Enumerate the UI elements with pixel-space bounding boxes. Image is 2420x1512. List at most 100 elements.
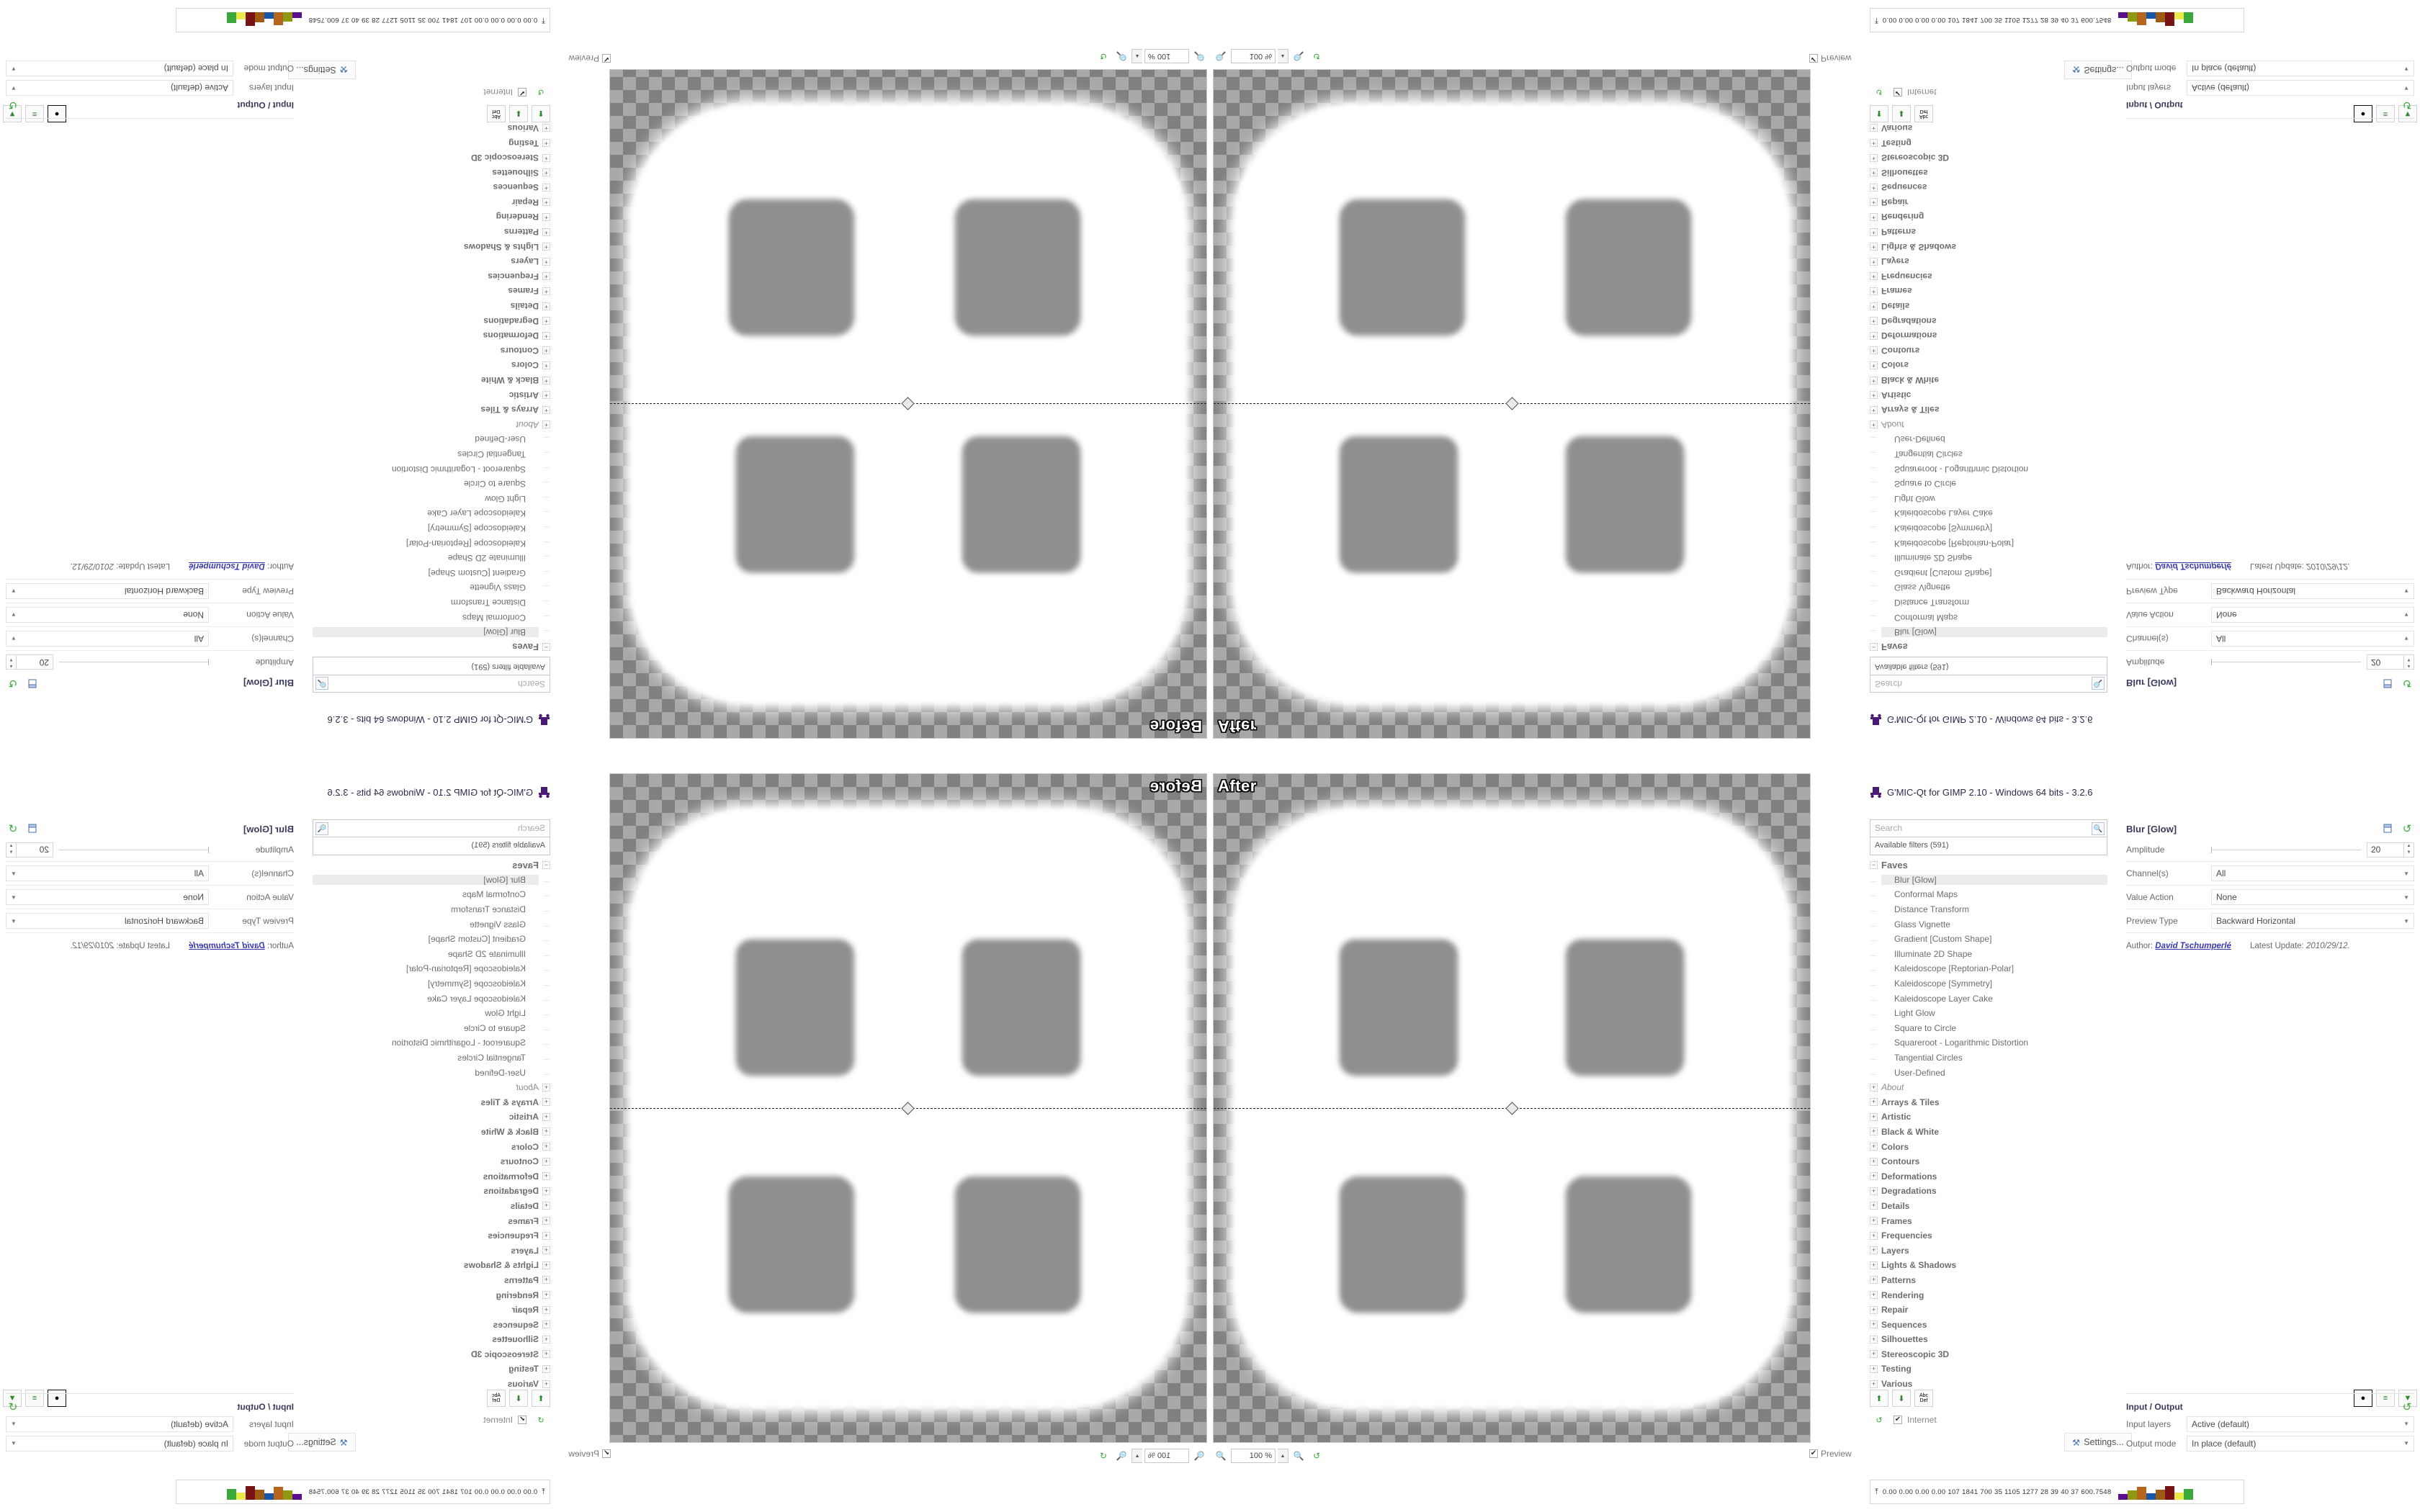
param-value-action[interactable]: Value Action None ▼ — [6, 886, 294, 909]
expand-expander-icon[interactable]: + — [1870, 331, 1878, 340]
filter-item[interactable]: … Blur [Glow] — [1870, 873, 2107, 888]
filter-category[interactable]: + Contours — [1870, 1154, 2107, 1169]
zoom-level-field[interactable]: 100 % — [1144, 1449, 1189, 1463]
filter-item[interactable]: … Kaleidoscope [Reptorian-Polar] — [313, 961, 550, 976]
search-input[interactable]: Search 🔍 — [313, 675, 550, 693]
collapse-expander-icon[interactable]: − — [1870, 643, 1878, 652]
preview-checkbox[interactable]: ✔ Preview — [568, 1449, 611, 1459]
amplitude-slider[interactable] — [59, 843, 209, 856]
filter-category[interactable]: + Repair — [1870, 195, 2107, 210]
filter-item[interactable]: … Tangential Circles — [313, 1050, 550, 1066]
output-mode-row[interactable]: Output mode In place (default) ▼ — [6, 59, 294, 78]
expand-expander-icon[interactable]: + — [542, 376, 550, 384]
filter-item[interactable]: … Square to Circle — [313, 477, 550, 492]
expand-expander-icon[interactable]: + — [542, 287, 550, 295]
filter-category[interactable]: + Rendering — [1870, 1287, 2107, 1302]
filter-category[interactable]: + Layers — [1870, 254, 2107, 269]
expand-expander-icon[interactable]: + — [542, 1231, 550, 1240]
filter-item[interactable]: … Squareroot - Logarithmic Distortion — [1870, 462, 2107, 477]
search-icon[interactable]: 🔍 — [315, 677, 328, 690]
filter-category[interactable]: + Frames — [1870, 284, 2107, 299]
filter-category[interactable]: + Colors — [1870, 1139, 2107, 1154]
expand-expander-icon[interactable]: + — [1870, 1202, 1878, 1210]
copy-parameters-icon[interactable] — [2381, 822, 2396, 836]
expand-expander-icon[interactable]: + — [1870, 1172, 1878, 1181]
filter-category[interactable]: + Lights & Shadows — [1870, 239, 2107, 254]
expand-expander-icon[interactable]: + — [1870, 124, 1878, 132]
value-action-select[interactable]: None ▼ — [6, 889, 209, 905]
expand-expander-icon[interactable]: + — [1870, 257, 1878, 266]
list-view-icon[interactable]: ≡ — [2376, 1390, 2395, 1407]
filter-item[interactable]: … Conformal Maps — [313, 887, 550, 902]
filter-item[interactable]: … Gradient [Custom Shape] — [1870, 565, 2107, 580]
output-mode-select[interactable]: In place (default) ▼ — [2187, 60, 2414, 77]
expand-expander-icon[interactable]: + — [542, 198, 550, 207]
rename-fave-icon[interactable]: Abc Def — [487, 1390, 506, 1407]
param-value-action[interactable]: Value Action None ▼ — [2126, 603, 2414, 626]
add-fave-icon[interactable]: ⬆ — [1870, 105, 1888, 122]
reset-io-icon[interactable]: ↺ — [8, 1401, 18, 1413]
expand-expander-icon[interactable]: + — [1870, 1380, 1878, 1388]
expand-expander-icon[interactable]: + — [542, 1112, 550, 1121]
reset-parameters-icon[interactable]: ↺ — [2402, 677, 2412, 689]
filter-category[interactable]: + Silhouettes — [313, 1332, 550, 1347]
refresh-filters-icon[interactable]: ↺ — [537, 1416, 544, 1425]
filter-item[interactable]: … Conformal Maps — [1870, 610, 2107, 625]
filter-category[interactable]: + Testing — [1870, 1362, 2107, 1377]
expand-expander-icon[interactable]: + — [1870, 1231, 1878, 1240]
param-preview-type[interactable]: Preview Type Backward Horizontal ▼ — [2126, 909, 2414, 933]
filter-category[interactable]: + Black & White — [1870, 1125, 2107, 1140]
expand-expander-icon[interactable]: + — [1870, 243, 1878, 251]
preview-type-select[interactable]: Backward Horizontal ▼ — [2211, 583, 2414, 599]
filter-category[interactable]: + Silhouettes — [313, 165, 550, 180]
amplitude-value[interactable]: 20 — [2367, 842, 2404, 858]
value-action-select[interactable]: None ▼ — [2211, 889, 2414, 905]
expand-expander-icon[interactable]: + — [1870, 153, 1878, 162]
amplitude-stepper[interactable]: ▲ ▼ — [2404, 654, 2414, 670]
refresh-filters-icon[interactable]: ↺ — [1876, 87, 1883, 96]
preview-type-select[interactable]: Backward Horizontal ▼ — [6, 583, 209, 599]
filter-category[interactable]: + Rendering — [1870, 210, 2107, 225]
filter-item[interactable]: … Kaleidoscope [Reptorian-Polar] — [1870, 536, 2107, 551]
zoom-level-field[interactable]: 100 % — [1231, 49, 1276, 63]
chevron-up-icon[interactable]: ▲ — [1131, 1449, 1142, 1463]
filter-item[interactable]: … Conformal Maps — [313, 610, 550, 625]
param-value-action[interactable]: Value Action None ▼ — [6, 603, 294, 626]
copy-parameters-icon[interactable] — [24, 676, 39, 690]
filter-category[interactable]: + About — [1870, 1080, 2107, 1095]
expand-expander-icon[interactable]: + — [1870, 420, 1878, 429]
expand-expander-icon[interactable]: + — [1870, 302, 1878, 310]
expand-expander-icon[interactable]: + — [1870, 1350, 1878, 1359]
filter-category[interactable]: + About — [1870, 418, 2107, 433]
expand-expander-icon[interactable]: + — [542, 1098, 550, 1107]
param-value-action[interactable]: Value Action None ▼ — [2126, 886, 2414, 909]
filter-category[interactable]: + Arrays & Tiles — [1870, 1095, 2107, 1110]
filter-category[interactable]: + Testing — [313, 1362, 550, 1377]
filter-category[interactable]: + Layers — [313, 1243, 550, 1258]
refresh-icon[interactable]: ↺ — [1099, 1451, 1108, 1461]
filter-item[interactable]: … Tangential Circles — [1870, 1050, 2107, 1066]
expand-expander-icon[interactable]: + — [542, 1128, 550, 1136]
expand-expander-icon[interactable]: + — [1870, 1276, 1878, 1284]
input-layers-select[interactable]: Active (default) ▼ — [6, 1416, 233, 1432]
amplitude-value[interactable]: 20 — [16, 842, 53, 858]
filter-category[interactable]: + Degradations — [1870, 313, 2107, 328]
filter-item[interactable]: … Light Glow — [313, 491, 550, 506]
filter-category[interactable]: + Sequences — [313, 1317, 550, 1332]
add-fave-icon[interactable]: ⬆ — [532, 1390, 550, 1407]
filter-item[interactable]: … Square to Circle — [1870, 477, 2107, 492]
expand-expander-icon[interactable]: + — [542, 1380, 550, 1388]
param-preview-type[interactable]: Preview Type Backward Horizontal ▼ — [6, 579, 294, 603]
remove-fave-icon[interactable]: ⬇ — [1892, 105, 1911, 122]
filter-item[interactable]: … Square to Circle — [313, 1021, 550, 1036]
expand-expander-icon[interactable]: + — [1870, 1246, 1878, 1255]
filter-tree[interactable]: − Faves … Blur [Glow] … Conformal Maps … Dist… — [313, 858, 550, 1391]
zoom-in-icon[interactable]: 🔍 — [1116, 1451, 1127, 1461]
filter-category[interactable]: + Details — [1870, 1199, 2107, 1214]
refresh-icon[interactable]: ↺ — [1312, 1451, 1321, 1461]
filter-category[interactable]: + About — [313, 1080, 550, 1095]
expand-expander-icon[interactable]: + — [542, 1335, 550, 1344]
filter-category[interactable]: + Colors — [313, 358, 550, 373]
filter-category[interactable]: + Contours — [313, 1154, 550, 1169]
param-channels[interactable]: Channel(s) All ▼ — [6, 862, 294, 886]
